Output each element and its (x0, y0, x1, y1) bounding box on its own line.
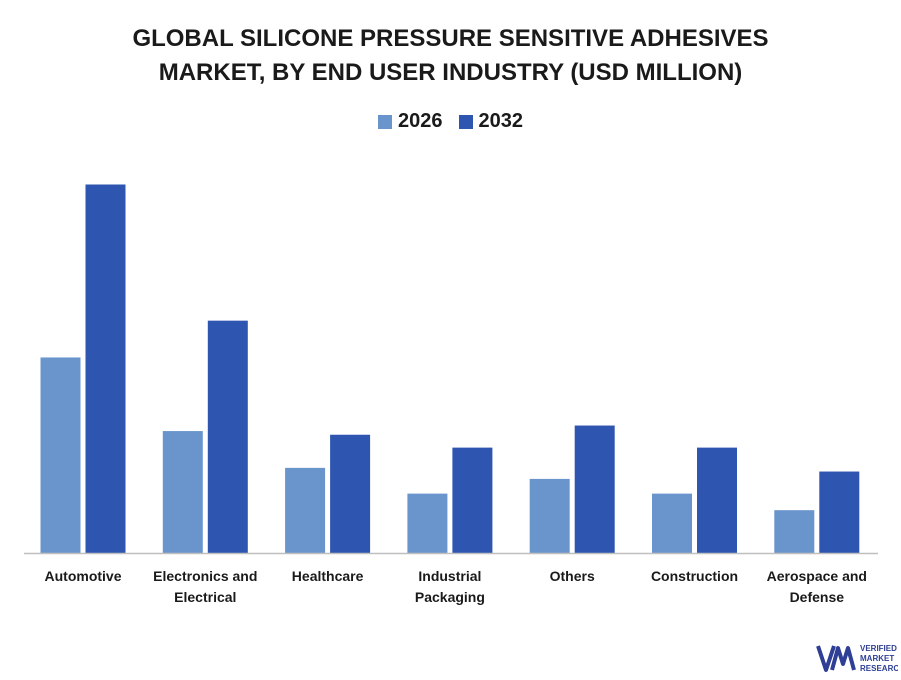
bar-2032-0 (85, 184, 126, 554)
legend-label-2032: 2032 (478, 110, 524, 132)
bar-2026-0 (40, 357, 81, 554)
svg-text:VERIFIED: VERIFIED (860, 644, 897, 653)
category-label-0: Automotive (18, 566, 148, 587)
svg-text:MARKET: MARKET (860, 654, 894, 663)
legend-label-2026: 2026 (398, 110, 443, 132)
category-label-line: Packaging (414, 589, 485, 605)
category-label-line: Automotive (44, 568, 122, 584)
legend-swatch-2026 (378, 114, 392, 129)
chart-legend: 2026 2032 (0, 110, 901, 133)
bar-2026-4 (529, 478, 570, 554)
svg-text:RESEARCH: RESEARCH (860, 664, 898, 673)
category-label-5: Construction (630, 566, 760, 587)
category-label-line: Aerospace and (766, 568, 867, 584)
bar-2026-3 (407, 493, 448, 554)
category-label-line: Electronics and (153, 568, 258, 584)
legend-item-2032: 2032 (458, 110, 524, 133)
bar-2032-3 (452, 447, 493, 554)
verified-market-research-logo: VERIFIED MARKET RESEARCH (816, 644, 898, 673)
bar-2032-2 (330, 434, 371, 554)
legend-item-2026: 2026 (378, 110, 443, 133)
category-label-line: Others (549, 568, 595, 584)
chart-title: GLOBAL SILICONE PRESSURE SENSITIVE ADHES… (0, 22, 901, 90)
category-label-line: Healthcare (291, 568, 364, 584)
category-label-line: Defense (789, 589, 845, 605)
category-label-line: Construction (650, 568, 739, 584)
chart-title-line-2: MARKET, BY END USER INDUSTRY (USD MILLIO… (158, 59, 743, 86)
chart-title-line-1: GLOBAL SILICONE PRESSURE SENSITIVE ADHES… (132, 25, 769, 52)
category-label-6: Aerospace and Defense (752, 566, 882, 608)
category-label-2: Healthcare (263, 566, 393, 587)
category-label-1: Electronics and Electrical (140, 566, 270, 608)
bar-2032-4 (574, 425, 615, 554)
bar-2032-1 (207, 320, 248, 554)
bar-2026-1 (162, 431, 203, 554)
bar-2032-5 (697, 447, 737, 554)
bar-2026-6 (774, 510, 815, 554)
bar-2032-6 (819, 471, 860, 554)
category-label-line: Electrical (174, 589, 237, 605)
category-label-line: Industrial (418, 568, 482, 584)
category-label-4: Others (507, 566, 637, 587)
bar-2026-5 (652, 493, 692, 554)
bar-2026-2 (285, 467, 326, 554)
legend-swatch-2032 (458, 114, 473, 129)
category-label-3: Industrial Packaging (385, 566, 515, 608)
